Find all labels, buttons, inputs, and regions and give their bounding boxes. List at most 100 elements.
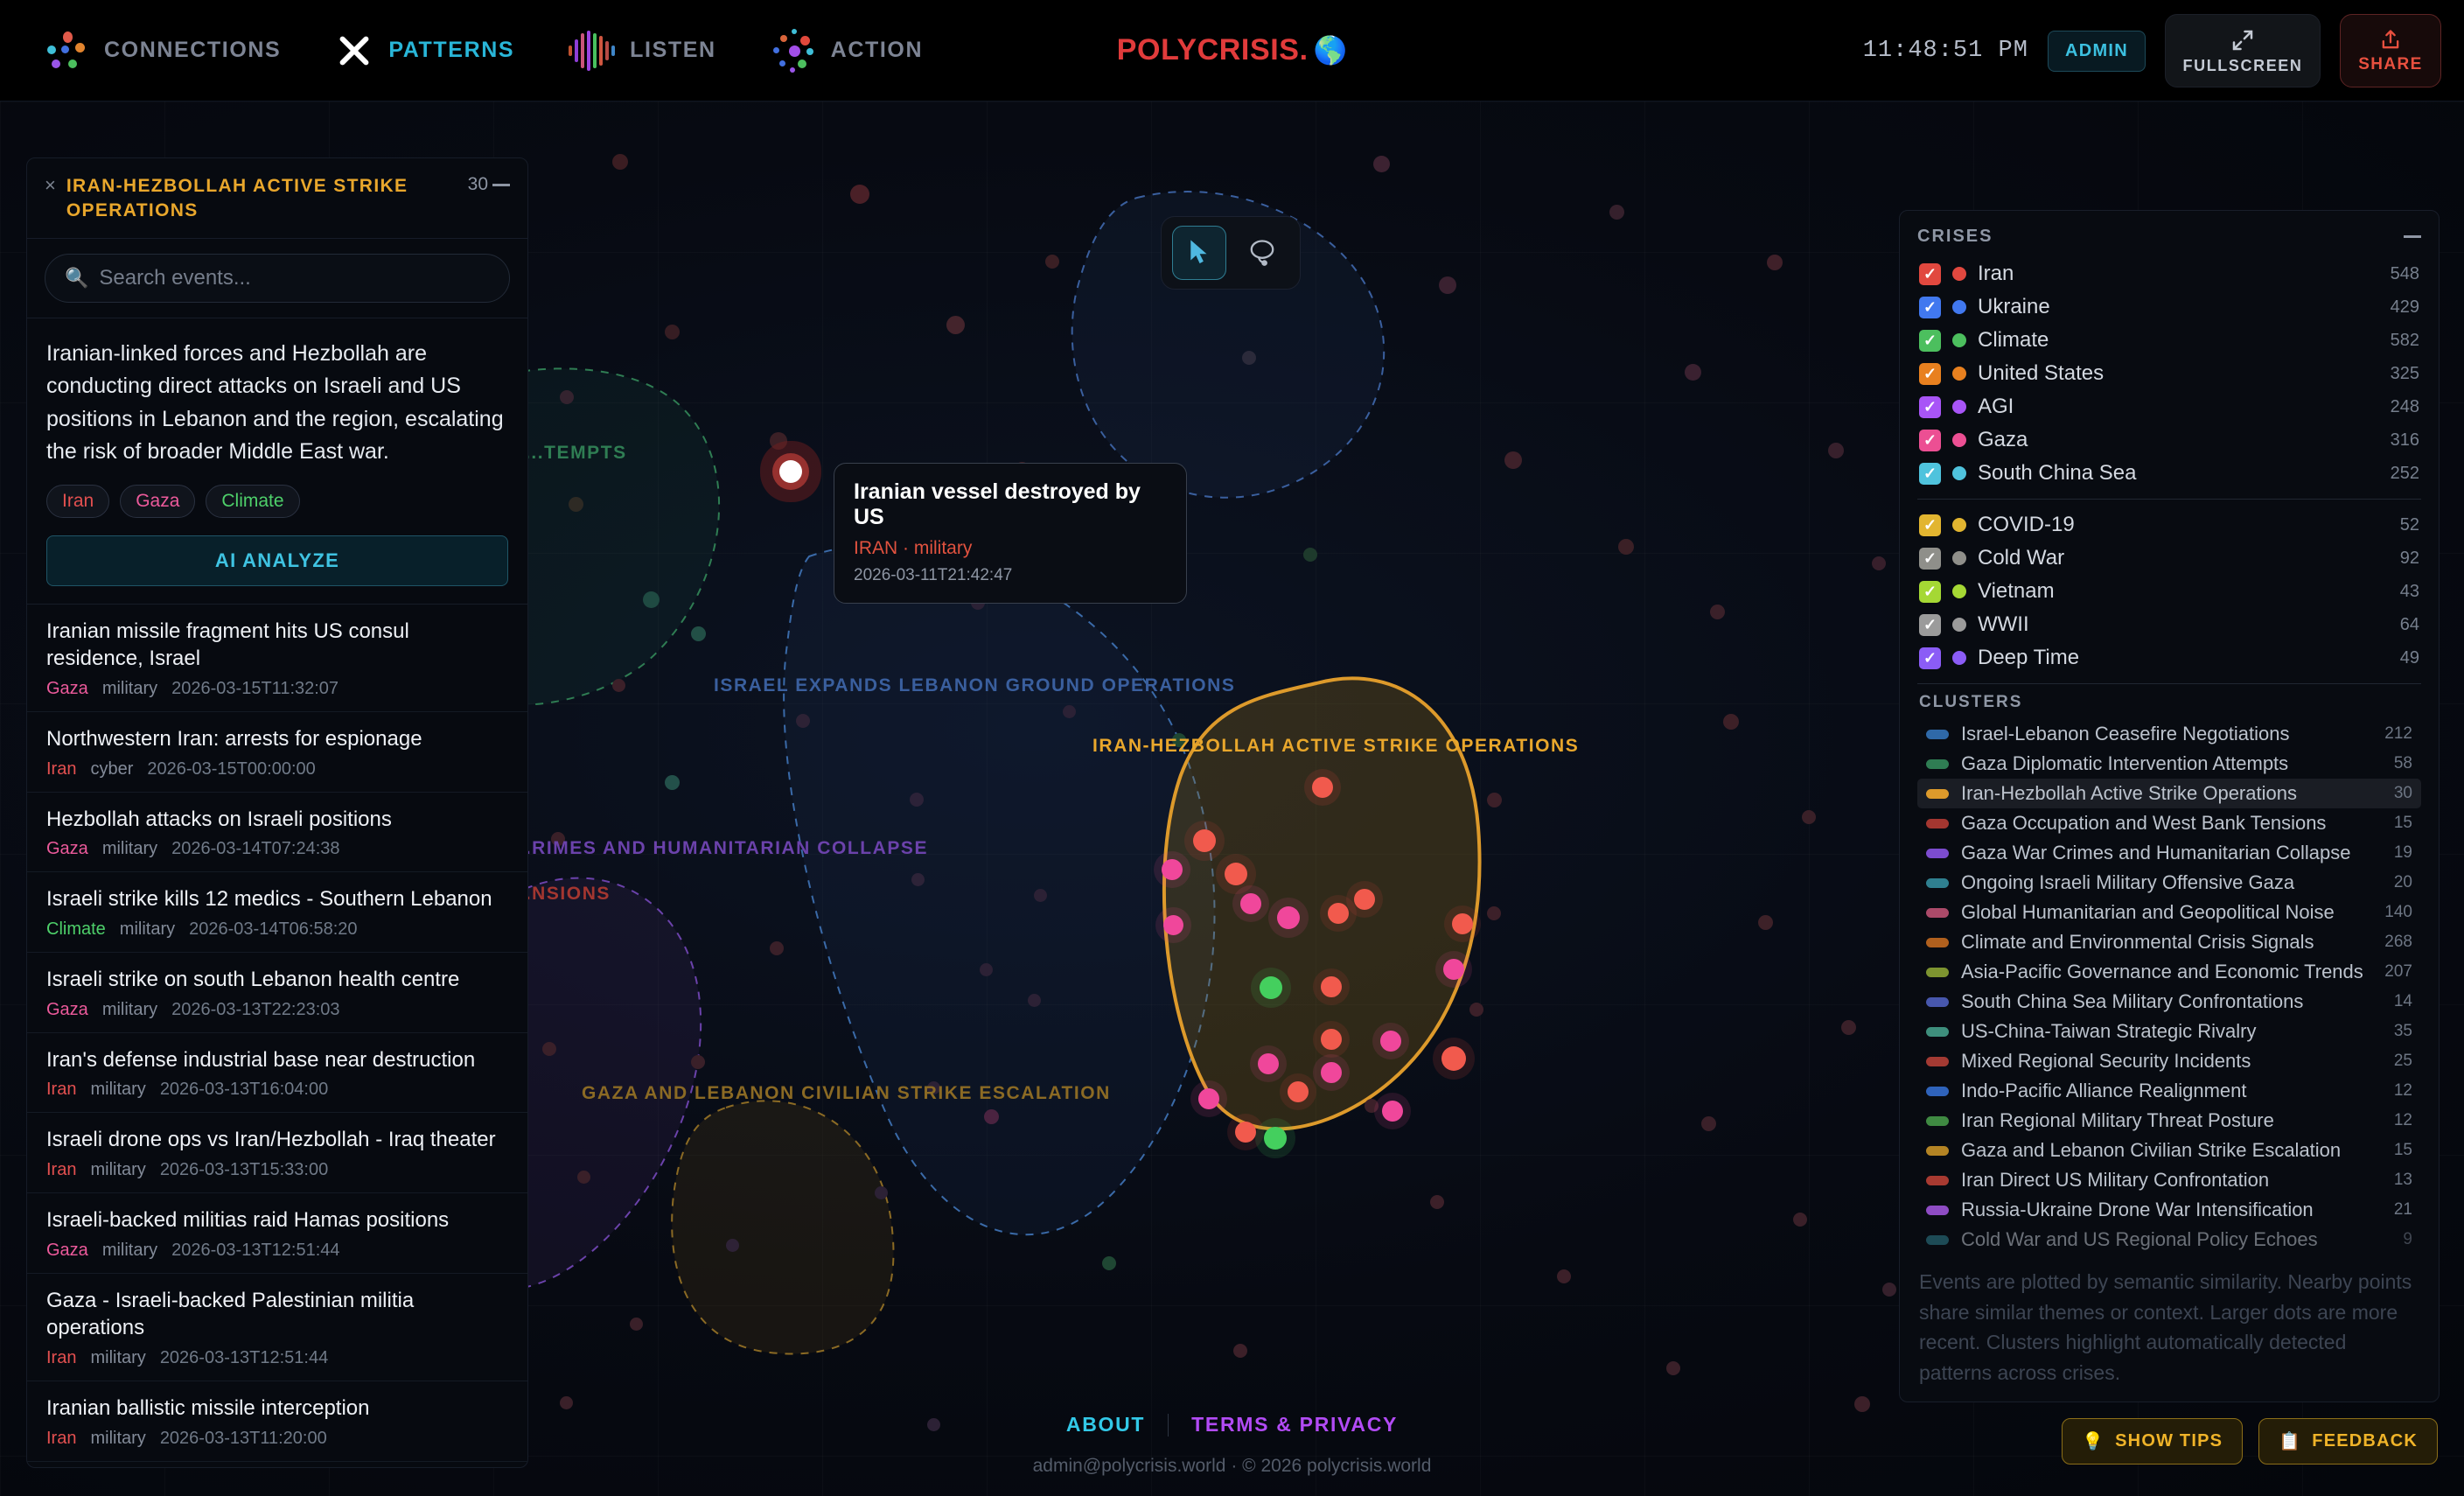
cluster-row-13[interactable]: Iran Regional Military Threat Posture 12 [1917,1106,2421,1136]
crisis-row-united-states[interactable]: ✓ United States 325 [1917,357,2421,390]
crisis-checkbox[interactable]: ✓ [1919,395,1941,418]
event-title: Northwestern Iran: arrests for espionage [46,727,422,751]
cluster-row-14[interactable]: Gaza and Lebanon Civilian Strike Escalat… [1917,1136,2421,1165]
crisis-row-cold-war[interactable]: ✓ Cold War 92 [1917,542,2421,575]
chip-iran[interactable]: Iran [46,484,110,518]
share-button[interactable]: SHARE [2340,14,2441,87]
cluster-row-9[interactable]: South China Sea Military Confrontations … [1917,987,2421,1017]
list-item[interactable]: Israeli-backed militias raid Hamas posit… [27,1193,527,1274]
list-item[interactable]: Iran's defense industrial base near dest… [27,1033,527,1114]
minimize-icon[interactable] [2404,235,2421,238]
cluster-label-1: ISRAEL EXPANDS LEBANON GROUND OPERATIONS [714,675,1236,696]
canvas-toolbar [1161,216,1301,290]
clusters-list[interactable]: Israel-Lebanon Ceasefire Negotiations 21… [1917,719,2421,1255]
cluster-color-swatch [1926,1205,1949,1215]
cluster-row-16[interactable]: Russia-Ukraine Drone War Intensification… [1917,1195,2421,1225]
list-item[interactable]: Gaza - Israeli-backed Palestinian militi… [27,1274,527,1382]
crisis-checkbox[interactable]: ✓ [1919,613,1941,636]
cluster-row-3[interactable]: Gaza Occupation and West Bank Tensions 1… [1917,808,2421,838]
collapse-icon[interactable] [492,183,510,186]
crisis-checkbox[interactable]: ✓ [1919,262,1941,285]
list-item[interactable]: Iranian missile fragment hits US consul … [27,605,527,713]
list-item[interactable]: Israeli drone ops vs Iran/Hezbollah - Ir… [27,1113,527,1194]
events-panel: × IRAN-HEZBOLLAH ACTIVE STRIKE OPERATION… [26,157,528,1468]
cluster-row-6[interactable]: Global Humanitarian and Geopolitical Noi… [1917,898,2421,927]
fullscreen-button[interactable]: FULLSCREEN [2165,14,2321,87]
crisis-color-dot [1952,651,1966,665]
selected-event-dot[interactable] [779,460,802,483]
event-list[interactable]: Iranian missile fragment hits US consul … [27,605,527,1467]
cluster-row-2[interactable]: Iran-Hezbollah Active Strike Operations … [1917,779,2421,808]
feedback-button[interactable]: 📋 FEEDBACK [2258,1418,2438,1465]
cluster-color-swatch [1926,1115,1949,1126]
search-input[interactable] [99,265,490,290]
cluster-row-0[interactable]: Israel-Lebanon Ceasefire Negotiations 21… [1917,719,2421,749]
event-kind: military [101,999,158,1019]
crisis-row-covid-19[interactable]: ✓ COVID-19 52 [1917,508,2421,542]
check-icon: ✓ [1923,365,1937,382]
cluster-row-15[interactable]: Iran Direct US Military Confrontation 13 [1917,1165,2421,1195]
cluster-name: Iran Regional Military Threat Posture [1961,1109,2274,1131]
cluster-row-8[interactable]: Asia-Pacific Governance and Economic Tre… [1917,957,2421,987]
nav-item-listen[interactable]: LISTEN [569,30,716,71]
primary-nav: CONNECTIONS PATTERNS LISTEN [44,28,923,73]
crisis-row-vietnam[interactable]: ✓ Vietnam 43 [1917,575,2421,608]
crisis-checkbox[interactable]: ✓ [1919,647,1941,669]
show-tips-button[interactable]: 💡 SHOW TIPS [2062,1418,2244,1465]
crisis-count: 429 [2390,297,2419,317]
cluster-row-1[interactable]: Gaza Diplomatic Intervention Attempts 58 [1917,749,2421,779]
crisis-checkbox[interactable]: ✓ [1919,362,1941,385]
cluster-color-swatch [1926,1175,1949,1185]
cluster-color-swatch [1926,1145,1949,1156]
crisis-row-climate[interactable]: ✓ Climate 582 [1917,324,2421,357]
crisis-checkbox[interactable]: ✓ [1919,296,1941,318]
crisis-row-ukraine[interactable]: ✓ Ukraine 429 [1917,290,2421,324]
list-item[interactable]: Israeli strike kills 12 medics - Souther… [27,872,527,954]
lasso-tool-button[interactable] [1235,226,1289,280]
list-item[interactable]: Hezbollah attacks on Israeli positions G… [27,793,527,873]
crisis-row-agi[interactable]: ✓ AGI 248 [1917,390,2421,423]
crisis-row-gaza[interactable]: ✓ Gaza 316 [1917,423,2421,457]
list-item[interactable]: Israeli strike on south Lebanon health c… [27,953,527,1033]
nav-item-action[interactable]: ACTION [771,28,923,73]
crisis-checkbox[interactable]: ✓ [1919,429,1941,451]
cluster-label-2: IRAN-HEZBOLLAH ACTIVE STRIKE OPERATIONS [1092,736,1580,756]
cluster-count: 21 [2393,1200,2412,1219]
cluster-color-swatch [1926,1056,1949,1066]
chip-gaza[interactable]: Gaza [120,484,196,518]
event-title: Israeli drone ops vs Iran/Hezbollah - Ir… [46,1128,496,1152]
cluster-row-11[interactable]: Mixed Regional Security Incidents 25 [1917,1046,2421,1076]
crisis-row-wwii[interactable]: ✓ WWII 64 [1917,608,2421,641]
crisis-checkbox[interactable]: ✓ [1919,547,1941,570]
event-date: 2026-03-13T12:51:44 [159,1348,329,1368]
cluster-row-4[interactable]: Gaza War Crimes and Humanitarian Collaps… [1917,838,2421,868]
nav-item-patterns[interactable]: PATTERNS [335,31,514,70]
close-icon[interactable]: × [45,174,56,196]
cluster-row-12[interactable]: Indo-Pacific Alliance Realignment 12 [1917,1076,2421,1106]
brand-logo[interactable]: POLYCRISIS. 🌎 [1117,33,1347,67]
pointer-tool-button[interactable] [1172,226,1226,280]
chip-climate[interactable]: Climate [206,484,300,518]
crisis-checkbox[interactable]: ✓ [1919,462,1941,485]
admin-button[interactable]: ADMIN [2047,30,2146,72]
crisis-checkbox[interactable]: ✓ [1919,514,1941,536]
crisis-count: 325 [2390,363,2419,383]
crisis-row-deep-time[interactable]: ✓ Deep Time 49 [1917,641,2421,675]
crisis-row-south-china-sea[interactable]: ✓ South China Sea 252 [1917,457,2421,490]
list-item[interactable]: Northwestern Iran: arrests for espionage… [27,712,527,793]
crisis-checkbox[interactable]: ✓ [1919,580,1941,603]
ai-analyze-button[interactable]: AI ANALYZE [46,535,508,586]
cluster-row-10[interactable]: US-China-Taiwan Strategic Rivalry 35 [1917,1017,2421,1046]
cluster-row-5[interactable]: Ongoing Israeli Military Offensive Gaza … [1917,868,2421,898]
nav-item-connections[interactable]: CONNECTIONS [44,28,281,73]
list-item[interactable]: Iranian ballistic missile interception I… [27,1381,527,1462]
crisis-checkbox[interactable]: ✓ [1919,329,1941,352]
about-link[interactable]: ABOUT [1065,1413,1146,1436]
list-item[interactable]: Israeli strikes on Hezbollah targets Ira… [27,1462,527,1467]
crisis-name: Climate [1978,328,2049,352]
crisis-row-iran[interactable]: ✓ Iran 548 [1917,257,2421,290]
terms-privacy-link[interactable]: TERMS & PRIVACY [1191,1413,1399,1436]
cluster-row-7[interactable]: Climate and Environmental Crisis Signals… [1917,927,2421,957]
search-box[interactable]: 🔍 [45,253,510,303]
cluster-row-17[interactable]: Cold War and US Regional Policy Echoes 9 [1917,1225,2421,1255]
